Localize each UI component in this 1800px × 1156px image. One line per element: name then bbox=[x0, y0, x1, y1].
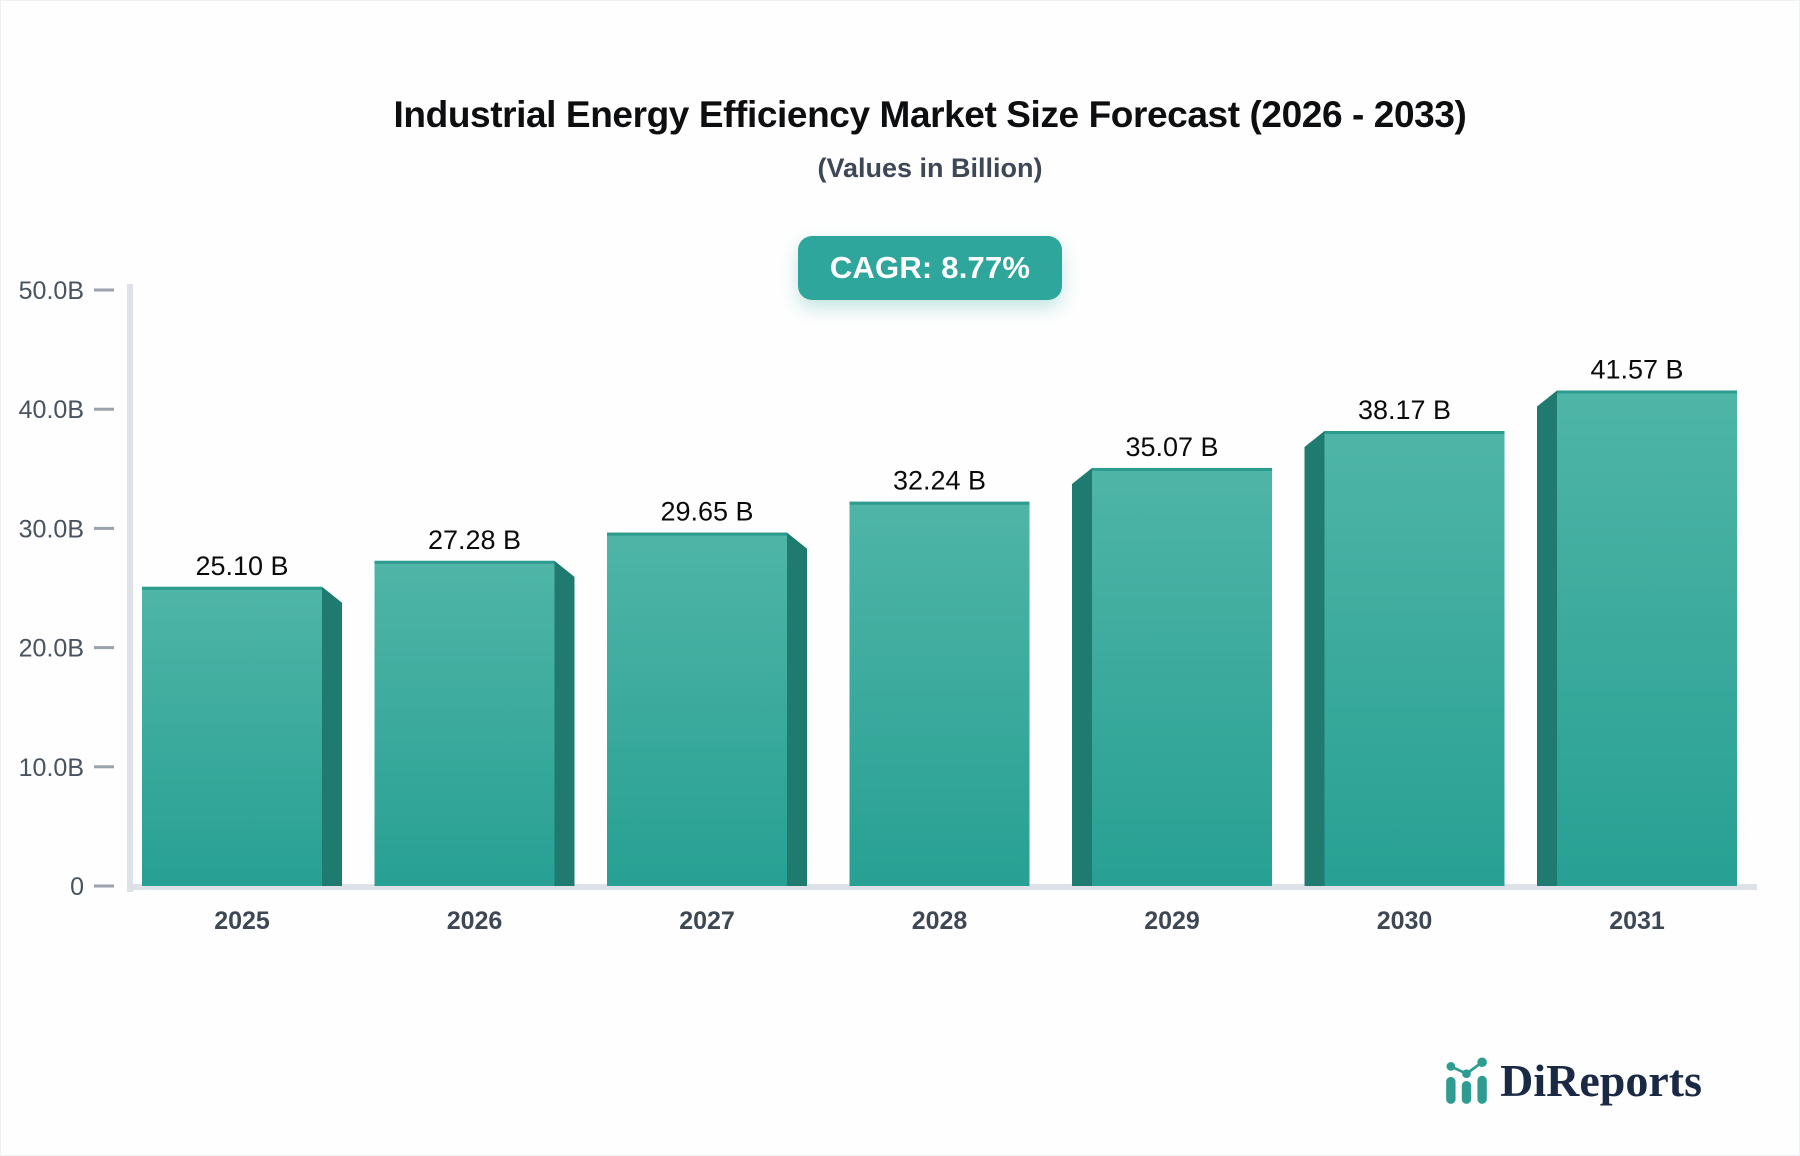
bar-value-label: 35.07 B bbox=[1125, 432, 1218, 462]
y-axis-line bbox=[127, 284, 133, 892]
bar-face[interactable] bbox=[142, 586, 322, 886]
bar-top-edge bbox=[374, 560, 555, 564]
bar-value-label: 25.10 B bbox=[195, 551, 288, 581]
bar-side bbox=[322, 586, 342, 886]
x-tick-label: 2030 bbox=[1377, 907, 1433, 935]
bar-face[interactable] bbox=[849, 501, 1030, 886]
y-tick-dash bbox=[94, 407, 114, 411]
x-tick-label: 2031 bbox=[1609, 907, 1665, 935]
bar-2031 bbox=[1537, 390, 1737, 886]
y-tick-label: 40.0B bbox=[19, 396, 84, 424]
y-tick-dash bbox=[94, 288, 114, 292]
x-tick-label: 2025 bbox=[214, 907, 270, 935]
bar-top-edge bbox=[142, 586, 322, 590]
mini-bar-chart-trend-icon bbox=[1446, 1057, 1488, 1104]
bar-top-edge bbox=[1557, 390, 1737, 394]
bar-value-label: 27.28 B bbox=[428, 525, 521, 555]
bar-2029 bbox=[1072, 467, 1272, 886]
y-tick-label: 50.0B bbox=[19, 277, 84, 305]
bar-value-label: 41.57 B bbox=[1590, 354, 1683, 384]
bar-face[interactable] bbox=[1557, 390, 1737, 886]
bar-value-label: 32.24 B bbox=[893, 466, 986, 496]
bar-top-edge bbox=[1324, 431, 1505, 435]
bar-value-label: 38.17 B bbox=[1358, 395, 1451, 425]
bar-face[interactable] bbox=[1092, 467, 1272, 886]
bar-2028 bbox=[849, 501, 1030, 886]
bar-top-edge bbox=[607, 532, 787, 536]
x-tick-label: 2029 bbox=[1144, 907, 1200, 935]
bar-face[interactable] bbox=[374, 560, 555, 886]
bar-side bbox=[554, 560, 575, 886]
cagr-badge: CAGR: 8.77% bbox=[797, 235, 1063, 300]
logo-text: DiReports bbox=[1500, 1055, 1702, 1106]
bar-2030 bbox=[1304, 431, 1505, 886]
x-tick-label: 2027 bbox=[679, 907, 735, 935]
x-tick-label: 2026 bbox=[447, 907, 503, 935]
x-axis-line bbox=[127, 884, 1757, 890]
bar-2026 bbox=[374, 560, 575, 886]
y-tick-dash bbox=[94, 765, 114, 769]
bar-top-edge bbox=[849, 501, 1030, 505]
x-tick-label: 2028 bbox=[912, 907, 968, 935]
chart-header: Industrial Energy Efficiency Market Size… bbox=[110, 0, 1750, 300]
bar-2027 bbox=[607, 532, 807, 886]
chart-title: Industrial Energy Efficiency Market Size… bbox=[393, 94, 1467, 135]
bar-value-label: 29.65 B bbox=[660, 497, 753, 527]
y-tick-label: 0 bbox=[70, 873, 84, 901]
bar-face[interactable] bbox=[607, 532, 787, 886]
y-tick-dash bbox=[94, 646, 114, 650]
bar-2025 bbox=[142, 586, 342, 886]
direports-logo: DiReports bbox=[1444, 1056, 1702, 1106]
bar-side bbox=[1304, 431, 1325, 886]
y-tick-label: 30.0B bbox=[19, 515, 84, 543]
bar-side bbox=[1072, 467, 1092, 886]
bar-face[interactable] bbox=[1324, 431, 1505, 886]
chart-subtitle: (Values in Billion) bbox=[817, 152, 1043, 183]
y-tick-label: 20.0B bbox=[19, 635, 84, 663]
y-tick-dash bbox=[94, 526, 114, 530]
bar-top-edge bbox=[1092, 467, 1272, 471]
bar-side bbox=[1537, 390, 1557, 886]
bar-side bbox=[787, 532, 807, 886]
y-tick-dash bbox=[94, 884, 114, 888]
y-tick-label: 10.0B bbox=[19, 754, 84, 782]
